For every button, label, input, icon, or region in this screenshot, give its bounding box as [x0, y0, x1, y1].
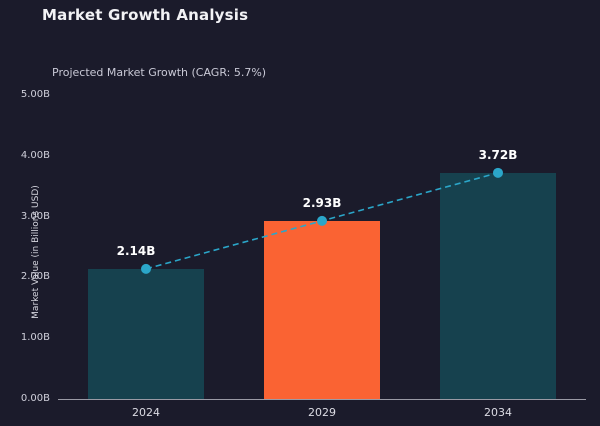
y-tick-label: 3.00B — [20, 210, 50, 222]
value-label: 2.14B — [116, 243, 156, 258]
x-tick-label: 2029 — [308, 406, 336, 419]
x-tick-label: 2034 — [484, 406, 512, 419]
chart-subtitle: Projected Market Growth (CAGR: 5.7%) — [52, 66, 267, 79]
y-tick-label: 5.00B — [20, 89, 50, 100]
value-label: 3.72B — [478, 147, 518, 162]
chart-title: Market Growth Analysis — [42, 6, 249, 24]
y-tick-label: 1.00B — [20, 332, 50, 344]
y-tick-label: 0.00B — [20, 393, 50, 404]
value-label: 2.93B — [302, 195, 342, 210]
y-tick-label: 2.00B — [20, 271, 50, 283]
y-tick-label: 4.00B — [20, 149, 50, 161]
bar-2034 — [440, 172, 556, 399]
x-tick-label: 2024 — [132, 406, 160, 419]
bar-2029 — [264, 220, 380, 399]
bar-2024 — [88, 268, 204, 399]
plot-area: 0.00B 1.00B 2.00B 3.00B 4.00B 5.00B 2024 2.14B 2… — [21, 89, 586, 419]
y-axis-label: Market Value (in Billions USD) — [31, 185, 41, 319]
